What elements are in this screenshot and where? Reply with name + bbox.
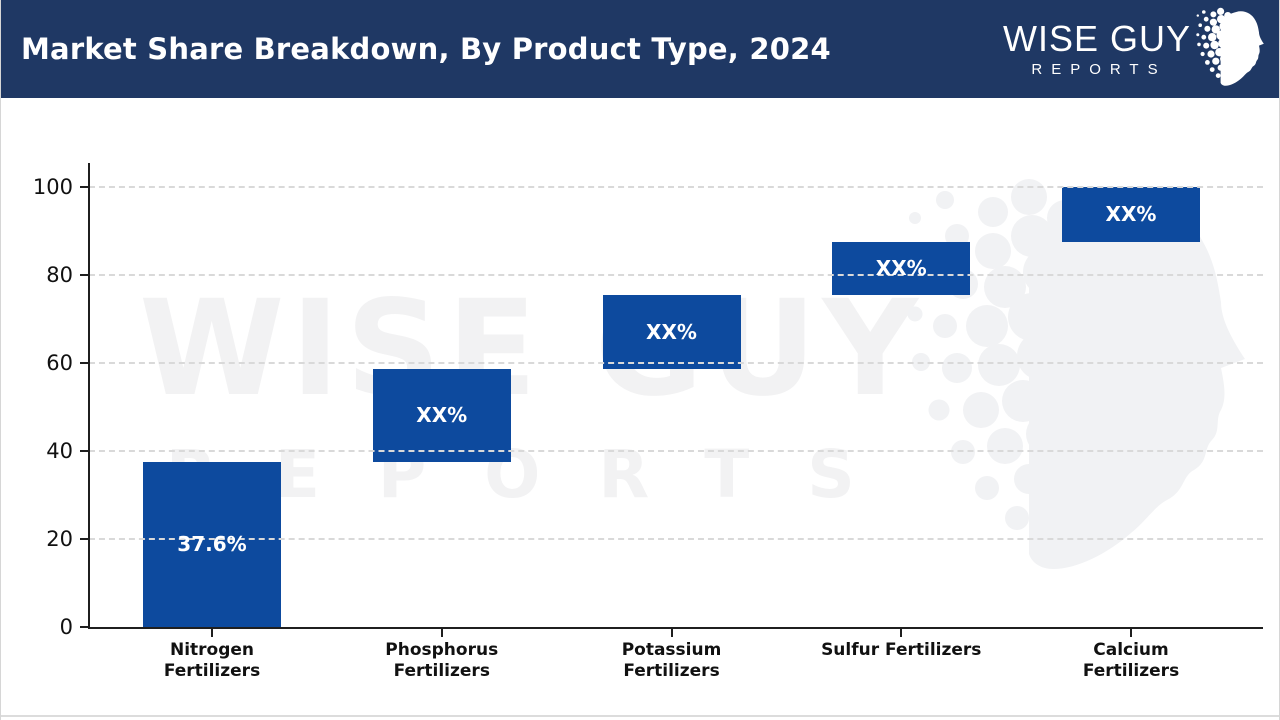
y-tick-label: 60 xyxy=(46,351,73,375)
y-tick-label: 20 xyxy=(46,527,73,551)
gridline xyxy=(89,274,1263,276)
y-tick-mark xyxy=(80,538,89,540)
category-label: Calcium Fertilizers xyxy=(1016,640,1246,682)
category-label: Potassium Fertilizers xyxy=(557,640,787,682)
y-axis-line xyxy=(88,163,90,629)
gridline xyxy=(89,450,1263,452)
bar-value-label: 37.6% xyxy=(177,532,247,557)
bar xyxy=(602,294,741,370)
logo-face-icon xyxy=(1196,7,1264,86)
category-label: Nitrogen Fertilizers xyxy=(97,640,327,682)
y-tick-label: 0 xyxy=(59,615,73,639)
bar-value-label: XX% xyxy=(1105,202,1157,227)
bar-value-label: XX% xyxy=(416,403,468,428)
x-tick-mark xyxy=(670,629,673,637)
logo-wordmark: WISE GUY xyxy=(1002,18,1191,59)
bar-value-label: XX% xyxy=(646,319,697,344)
bar xyxy=(1062,187,1200,242)
y-tick-mark xyxy=(80,186,89,188)
x-tick-mark xyxy=(900,629,903,637)
x-axis-line xyxy=(88,627,1263,629)
header-bar: Market Share Breakdown, By Product Type,… xyxy=(1,0,1279,98)
watermark-face-icon xyxy=(907,179,1245,569)
category-label-line: Calcium xyxy=(1093,640,1169,660)
gridline xyxy=(89,186,1263,188)
y-tick-mark xyxy=(80,274,89,276)
y-tick-mark xyxy=(80,450,89,452)
x-tick-mark xyxy=(211,629,213,637)
bar-value-label: XX% xyxy=(875,256,927,281)
category-label: Sulfur Fertilizers xyxy=(786,640,1016,661)
gridline xyxy=(89,538,1263,540)
y-tick-label: 40 xyxy=(46,439,73,463)
watermark-subtitle: REPORTS xyxy=(166,436,913,513)
x-tick-mark xyxy=(440,629,443,637)
category-label-line: Phosphorus xyxy=(385,640,499,660)
category-label-line: Sulfur Fertilizers xyxy=(821,640,982,660)
bar xyxy=(372,369,511,462)
category-label-line: Fertilizers xyxy=(623,661,720,681)
logo-subtitle: REPORTS xyxy=(1031,61,1167,78)
gridline xyxy=(89,362,1263,364)
chart-title: Market Share Breakdown, By Product Type,… xyxy=(21,32,831,66)
y-tick-mark xyxy=(80,626,89,628)
wiseguy-logo: WISE GUY REPORTS xyxy=(1003,6,1265,90)
bottom-divider xyxy=(1,715,1279,717)
y-tick-mark xyxy=(80,362,89,364)
x-tick-mark xyxy=(1130,629,1132,637)
category-label-line: Fertilizers xyxy=(1082,661,1180,681)
category-label-line: Fertilizers xyxy=(163,661,261,681)
bar xyxy=(143,461,281,627)
category-label-line: Potassium xyxy=(621,640,722,660)
bar xyxy=(832,241,971,295)
y-tick-label: 100 xyxy=(32,175,73,199)
category-label-line: Fertilizers xyxy=(393,661,490,681)
watermark-wordmark: WISE GUY xyxy=(139,272,925,426)
category-label: Phosphorus Fertilizers xyxy=(327,640,557,682)
category-label-line: Nitrogen xyxy=(169,640,255,660)
logo-text: WISE GUY REPORTS xyxy=(1003,18,1191,78)
y-tick-label: 80 xyxy=(46,263,73,287)
